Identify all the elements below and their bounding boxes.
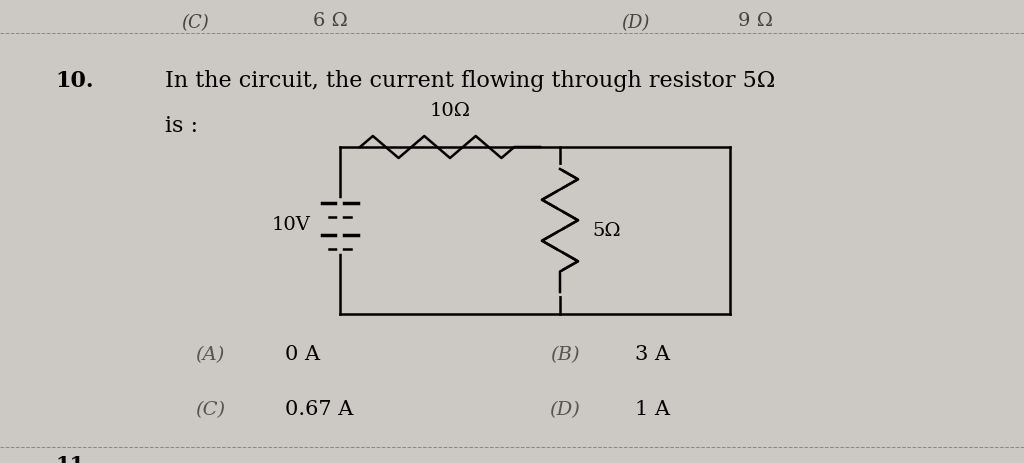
Text: 0 A: 0 A bbox=[285, 345, 321, 364]
Text: 10Ω: 10Ω bbox=[429, 102, 470, 120]
Text: 0.67 A: 0.67 A bbox=[285, 400, 353, 419]
Text: 6 Ω: 6 Ω bbox=[312, 12, 347, 30]
Text: 10.: 10. bbox=[55, 70, 93, 92]
Text: (D): (D) bbox=[621, 14, 649, 32]
Text: In the circuit, the current flowing through resistor 5Ω: In the circuit, the current flowing thro… bbox=[165, 70, 775, 92]
Text: is :: is : bbox=[165, 115, 198, 137]
Text: 10V: 10V bbox=[271, 216, 310, 233]
Text: (A): (A) bbox=[196, 345, 224, 363]
Text: (D): (D) bbox=[550, 400, 581, 418]
Text: 11.: 11. bbox=[55, 454, 91, 463]
Text: (B): (B) bbox=[550, 345, 580, 363]
Text: (C): (C) bbox=[181, 14, 209, 32]
Text: 3 A: 3 A bbox=[635, 345, 670, 364]
Text: 9 Ω: 9 Ω bbox=[737, 12, 772, 30]
Text: 5Ω: 5Ω bbox=[592, 222, 621, 240]
Text: 1 A: 1 A bbox=[635, 400, 670, 419]
Text: (C): (C) bbox=[195, 400, 225, 418]
